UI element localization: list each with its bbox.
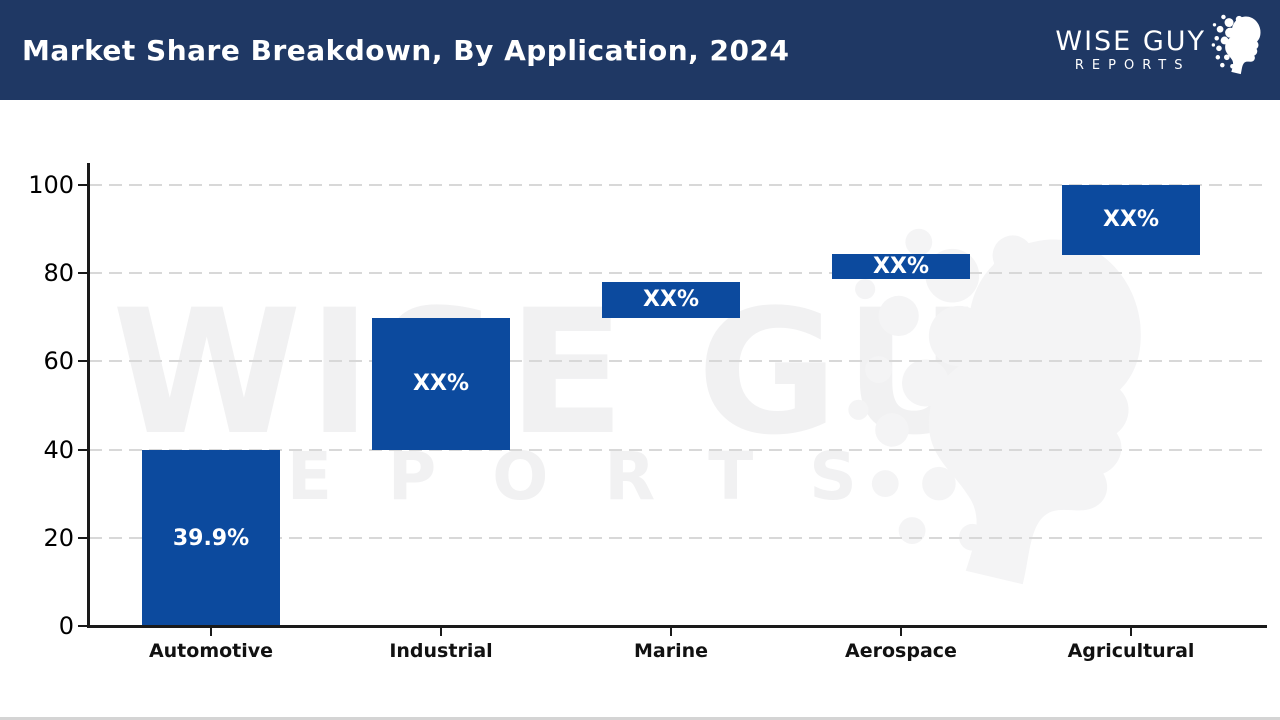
gridline-100: [89, 184, 1267, 186]
x-axis-label-agricultural: Agricultural: [1067, 640, 1195, 662]
bar-aerospace: XX%: [832, 253, 970, 280]
bar-value-label: XX%: [413, 371, 469, 397]
y-tick-0: [78, 625, 87, 627]
y-axis-line: [87, 163, 90, 628]
bar-automotive: 39.9%: [142, 450, 280, 626]
brand-name: WISE GUY: [1055, 25, 1206, 57]
y-tick-80: [78, 272, 87, 275]
y-tick-100: [78, 184, 87, 186]
y-tick-label-80: 80: [43, 259, 74, 288]
y-tick-40: [78, 448, 87, 451]
wiseguy-head-icon: [1210, 12, 1266, 88]
x-tick-automotive: [210, 628, 212, 636]
x-axis-label-marine: Marine: [633, 640, 709, 662]
watermark-reports-text: REPORTS: [180, 438, 913, 515]
y-tick-label-100: 100: [28, 171, 74, 199]
y-tick-label-40: 40: [43, 435, 74, 464]
x-tick-agricultural: [1130, 628, 1132, 636]
gridline-20: [89, 536, 1267, 539]
bar-marine: XX%: [602, 282, 740, 318]
x-axis-label-automotive: Automotive: [148, 640, 274, 662]
x-tick-marine: [670, 628, 672, 636]
brand-logo: WISE GUY REPORTS: [1055, 8, 1266, 92]
x-tick-aerospace: [900, 628, 902, 636]
x-tick-industrial: [440, 628, 442, 636]
bar-value-label: XX%: [873, 254, 929, 280]
y-tick-label-20: 20: [43, 523, 74, 552]
x-axis-label-aerospace: Aerospace: [845, 640, 957, 662]
y-tick-20: [78, 536, 87, 539]
brand-tagline: REPORTS: [1074, 58, 1191, 74]
bar-value-label: 39.9%: [172, 525, 250, 551]
bar-industrial: XX%: [372, 317, 510, 451]
bar-value-label: XX%: [643, 287, 699, 313]
x-axis-label-industrial: Industrial: [389, 640, 493, 662]
y-tick-60: [78, 360, 87, 363]
gridline-40: [89, 448, 1267, 451]
gridline-80: [89, 272, 1267, 275]
bar-agricultural: XX%: [1062, 185, 1200, 255]
y-tick-label-60: 60: [43, 347, 74, 376]
page-title: Market Share Breakdown, By Application, …: [22, 33, 790, 67]
y-tick-label-0: 0: [58, 612, 74, 640]
bar-value-label: XX%: [1103, 207, 1159, 233]
gridline-60: [89, 360, 1267, 363]
x-axis-line: [87, 625, 1267, 628]
watermark-head-icon: [838, 222, 1174, 658]
header: Market Share Breakdown, By Application, …: [0, 0, 1280, 100]
